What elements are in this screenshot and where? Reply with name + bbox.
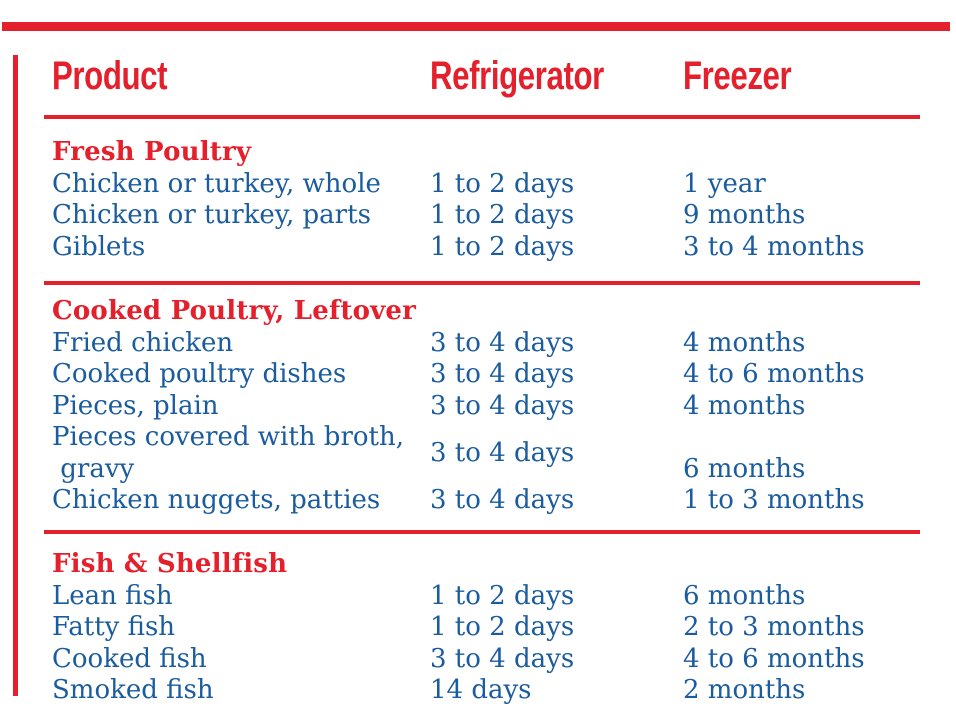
freezer-cell: 3 to 4 months <box>683 231 865 262</box>
refrigerator-cell: 3 to 4 days <box>430 437 575 468</box>
section-fresh-poultry: Fresh Poultry Chicken or turkey, whole 1… <box>52 137 920 263</box>
product-cell: Chicken or turkey, whole <box>52 168 381 199</box>
product-cell: Pieces covered with broth, gravy <box>52 422 404 484</box>
refrigerator-cell: 3 to 4 days <box>430 359 575 389</box>
product-cell: Chicken nuggets, patties <box>52 485 381 515</box>
table-row: Fried chicken 3 to 4 days 4 months <box>52 328 920 360</box>
column-header-product: Product <box>52 54 430 98</box>
product-cell: Cooked poultry dishes <box>52 359 347 389</box>
freezer-cell: 4 months <box>683 327 806 358</box>
freezer-cell: 9 months <box>683 200 806 230</box>
refrigerator-cell: 1 to 2 days <box>430 200 575 230</box>
section-title: Fish & Shellfish <box>52 549 288 579</box>
product-cell: Lean fish <box>52 580 173 611</box>
refrigerator-cell: 1 to 2 days <box>430 231 575 262</box>
section-title: Fresh Poultry <box>52 137 252 167</box>
column-header-row: Product Refrigerator Freezer <box>52 54 920 98</box>
freezer-cell: 4 to 6 months <box>683 359 865 389</box>
refrigerator-cell: 1 to 2 days <box>430 580 575 611</box>
table-row: Fatty fish 1 to 2 days 2 to 3 months <box>52 612 920 644</box>
freezer-cell: 1 year <box>683 168 766 199</box>
section-cooked-poultry-leftover: Cooked Poultry, Leftover Fried chicken 3… <box>52 296 920 517</box>
product-cell: Smoked fish <box>52 675 214 705</box>
refrigerator-cell: 3 to 4 days <box>430 485 575 515</box>
product-cell: Pieces, plain <box>52 390 219 421</box>
product-cell: Giblets <box>52 231 146 262</box>
section-divider-rule <box>44 281 920 285</box>
refrigerator-cell: 3 to 4 days <box>430 327 575 358</box>
table-row: Cooked fish 3 to 4 days 4 to 6 months <box>52 644 920 676</box>
top-border-bar <box>2 22 950 31</box>
column-header-product-label: Product <box>52 54 168 98</box>
table-row: Pieces covered with broth, gravy 3 to 4 … <box>52 422 920 485</box>
table-row: Chicken nuggets, patties 3 to 4 days 1 t… <box>52 485 920 517</box>
section-fish-shellfish: Fish & Shellfish Lean fish 1 to 2 days 6… <box>52 549 920 707</box>
column-header-refrigerator-label: Refrigerator <box>430 54 604 98</box>
freezer-cell: 4 to 6 months <box>683 643 865 674</box>
table-row: Chicken or turkey, parts 1 to 2 days 9 m… <box>52 200 920 232</box>
freezer-cell: 2 months <box>683 675 806 705</box>
table-row: Cooked poultry dishes 3 to 4 days 4 to 6… <box>52 359 920 391</box>
freezer-cell: 6 months <box>683 580 806 611</box>
table-row: Lean fish 1 to 2 days 6 months <box>52 581 920 613</box>
section-divider-rule <box>44 530 920 534</box>
product-cell: Fatty fish <box>52 612 176 642</box>
refrigerator-cell: 3 to 4 days <box>430 643 575 674</box>
column-header-freezer-label: Freezer <box>683 54 792 98</box>
storage-chart: Product Refrigerator Freezer Fresh Poult… <box>52 0 920 705</box>
section-title: Cooked Poultry, Leftover <box>52 296 417 326</box>
left-border-bar <box>13 55 18 696</box>
refrigerator-cell: 1 to 2 days <box>430 168 575 199</box>
refrigerator-cell: 3 to 4 days <box>430 390 575 421</box>
column-header-freezer: Freezer <box>683 54 920 98</box>
freezer-cell: 2 to 3 months <box>683 612 865 642</box>
product-cell: Chicken or turkey, parts <box>52 200 371 230</box>
table-row: Smoked fish 14 days 2 months <box>52 675 920 707</box>
table-row: Giblets 1 to 2 days 3 to 4 months <box>52 232 920 264</box>
product-cell: Fried chicken <box>52 327 234 358</box>
table-row: Pieces, plain 3 to 4 days 4 months <box>52 391 920 423</box>
refrigerator-cell: 14 days <box>430 675 532 705</box>
table-row: Chicken or turkey, whole 1 to 2 days 1 y… <box>52 169 920 201</box>
freezer-cell: 6 months <box>683 453 806 484</box>
header-underline-rule <box>44 115 920 119</box>
product-cell: Cooked fish <box>52 643 207 674</box>
column-header-refrigerator: Refrigerator <box>430 54 683 98</box>
refrigerator-cell: 1 to 2 days <box>430 612 575 642</box>
freezer-cell: 1 to 3 months <box>683 485 865 515</box>
freezer-cell: 4 months <box>683 390 806 421</box>
